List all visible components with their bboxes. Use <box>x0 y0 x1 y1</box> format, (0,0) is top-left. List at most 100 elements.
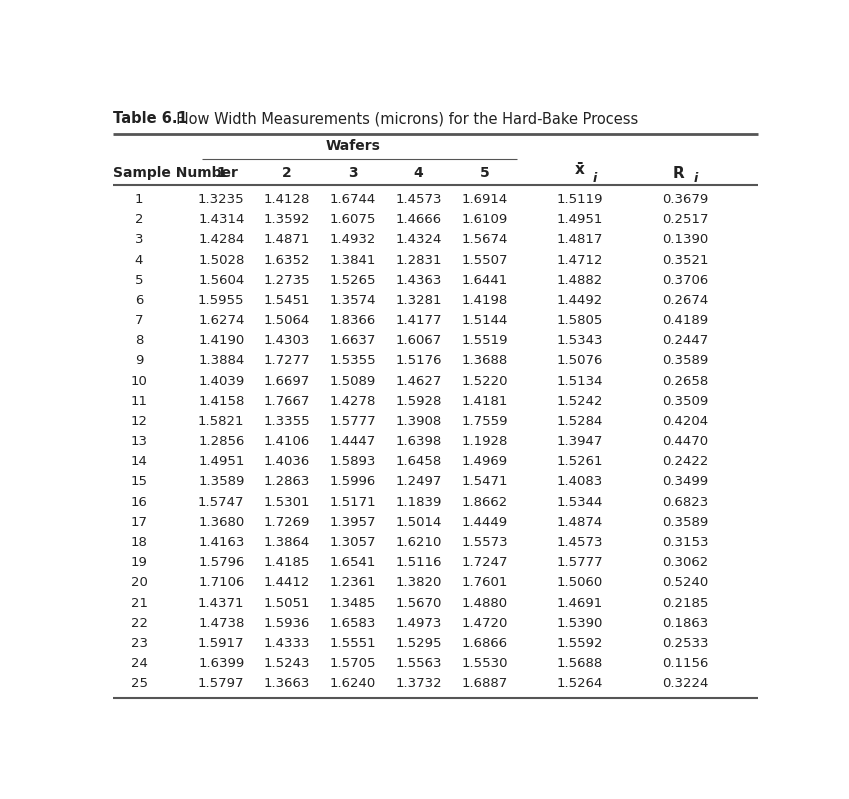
Text: 8: 8 <box>135 334 143 348</box>
Text: 4: 4 <box>135 253 143 267</box>
Text: 0.3509: 0.3509 <box>662 395 708 407</box>
Text: 1.3820: 1.3820 <box>396 576 441 590</box>
Text: 22: 22 <box>131 617 148 630</box>
Text: 1.6075: 1.6075 <box>329 213 376 226</box>
Text: 1.1839: 1.1839 <box>396 495 441 509</box>
Text: 1.5796: 1.5796 <box>198 556 245 569</box>
Text: 1.4371: 1.4371 <box>198 597 245 610</box>
Text: 1.6274: 1.6274 <box>198 314 245 327</box>
Text: 0.2658: 0.2658 <box>662 375 708 388</box>
Text: 1.3281: 1.3281 <box>396 294 442 307</box>
Text: 0.2533: 0.2533 <box>662 637 708 650</box>
Text: 24: 24 <box>131 657 148 670</box>
Text: 1.5670: 1.5670 <box>396 597 441 610</box>
Text: 1.2497: 1.2497 <box>396 475 441 488</box>
Text: 16: 16 <box>131 495 148 509</box>
Text: 11: 11 <box>131 395 148 407</box>
Text: 1.5928: 1.5928 <box>396 395 441 407</box>
Text: 15: 15 <box>131 475 148 488</box>
Text: 1.4666: 1.4666 <box>396 213 441 226</box>
Text: 1.5344: 1.5344 <box>557 495 603 509</box>
Text: 1.3908: 1.3908 <box>396 415 441 428</box>
Text: 0.2674: 0.2674 <box>662 294 708 307</box>
Text: 1.5688: 1.5688 <box>557 657 603 670</box>
Text: 0.4189: 0.4189 <box>662 314 708 327</box>
Text: 1.6109: 1.6109 <box>461 213 508 226</box>
Text: 1.4627: 1.4627 <box>396 375 441 388</box>
Text: 1.6637: 1.6637 <box>329 334 376 348</box>
Text: 1.4951: 1.4951 <box>198 455 245 468</box>
Text: 1.3574: 1.3574 <box>329 294 376 307</box>
Text: 1.5996: 1.5996 <box>329 475 376 488</box>
Text: 1.5777: 1.5777 <box>557 556 603 569</box>
Text: 1.4163: 1.4163 <box>198 536 245 549</box>
Text: 1.3732: 1.3732 <box>396 678 442 690</box>
Text: 0.3706: 0.3706 <box>662 274 708 287</box>
Text: 13: 13 <box>131 435 148 448</box>
Text: Flow Width Measurements (microns) for the Hard-Bake Process: Flow Width Measurements (microns) for th… <box>166 111 638 126</box>
Text: 19: 19 <box>131 556 148 569</box>
Text: 1.7247: 1.7247 <box>461 556 508 569</box>
Text: 1.5604: 1.5604 <box>198 274 245 287</box>
Text: 1.5563: 1.5563 <box>396 657 442 670</box>
Text: 1.2856: 1.2856 <box>198 435 245 448</box>
Text: 1.5705: 1.5705 <box>329 657 376 670</box>
Text: 1.8366: 1.8366 <box>329 314 376 327</box>
Text: 1.4314: 1.4314 <box>198 213 245 226</box>
Text: $\mathdefault{i}$: $\mathdefault{i}$ <box>693 171 700 185</box>
Text: 1.6744: 1.6744 <box>329 193 376 206</box>
Text: 1.4106: 1.4106 <box>264 435 310 448</box>
Text: 3: 3 <box>135 233 143 246</box>
Text: 1: 1 <box>216 165 226 180</box>
Text: 1.4181: 1.4181 <box>461 395 508 407</box>
Text: 0.2185: 0.2185 <box>662 597 708 610</box>
Text: 1.3947: 1.3947 <box>557 435 603 448</box>
Text: $\mathdefault{\bar{x}}$: $\mathdefault{\bar{x}}$ <box>574 161 586 178</box>
Text: 1.5390: 1.5390 <box>557 617 603 630</box>
Text: 0.3499: 0.3499 <box>662 475 708 488</box>
Text: 1.5064: 1.5064 <box>264 314 310 327</box>
Text: 1.5051: 1.5051 <box>264 597 311 610</box>
Text: 9: 9 <box>135 355 143 368</box>
Text: 1.6067: 1.6067 <box>396 334 441 348</box>
Text: 1.5060: 1.5060 <box>557 576 603 590</box>
Text: 1.4969: 1.4969 <box>461 455 508 468</box>
Text: 1.4882: 1.4882 <box>557 274 603 287</box>
Text: 18: 18 <box>131 536 148 549</box>
Text: 1.6541: 1.6541 <box>329 556 376 569</box>
Text: 1.5089: 1.5089 <box>329 375 376 388</box>
Text: 1.5955: 1.5955 <box>198 294 245 307</box>
Text: 1.3355: 1.3355 <box>264 415 311 428</box>
Text: 1.5134: 1.5134 <box>557 375 603 388</box>
Text: 1.5014: 1.5014 <box>396 516 441 529</box>
Text: 1.4712: 1.4712 <box>557 253 603 267</box>
Text: 0.3062: 0.3062 <box>662 556 708 569</box>
Text: 3: 3 <box>348 165 357 180</box>
Text: 1.5530: 1.5530 <box>461 657 508 670</box>
Text: 1.4363: 1.4363 <box>396 274 441 287</box>
Text: 10: 10 <box>131 375 148 388</box>
Text: 1.5519: 1.5519 <box>461 334 508 348</box>
Text: 0.3679: 0.3679 <box>662 193 708 206</box>
Text: 17: 17 <box>131 516 148 529</box>
Text: 1.5355: 1.5355 <box>329 355 376 368</box>
Text: 0.3589: 0.3589 <box>662 355 708 368</box>
Text: Table 6.1: Table 6.1 <box>113 111 188 126</box>
Text: 1.5573: 1.5573 <box>461 536 508 549</box>
Text: 1.2831: 1.2831 <box>396 253 442 267</box>
Text: 1.8662: 1.8662 <box>461 495 508 509</box>
Text: 1.3884: 1.3884 <box>198 355 245 368</box>
Text: 1.2735: 1.2735 <box>264 274 311 287</box>
Text: 0.3153: 0.3153 <box>662 536 708 549</box>
Text: 1.5343: 1.5343 <box>557 334 603 348</box>
Text: 20: 20 <box>131 576 148 590</box>
Text: 1.4573: 1.4573 <box>396 193 442 206</box>
Text: 1.7269: 1.7269 <box>264 516 310 529</box>
Text: 0.3521: 0.3521 <box>662 253 708 267</box>
Text: 1.4871: 1.4871 <box>264 233 310 246</box>
Text: 1.4932: 1.4932 <box>329 233 376 246</box>
Text: 1.5592: 1.5592 <box>557 637 603 650</box>
Text: 1.5797: 1.5797 <box>198 678 245 690</box>
Text: 1.4573: 1.4573 <box>557 536 603 549</box>
Text: 2: 2 <box>135 213 143 226</box>
